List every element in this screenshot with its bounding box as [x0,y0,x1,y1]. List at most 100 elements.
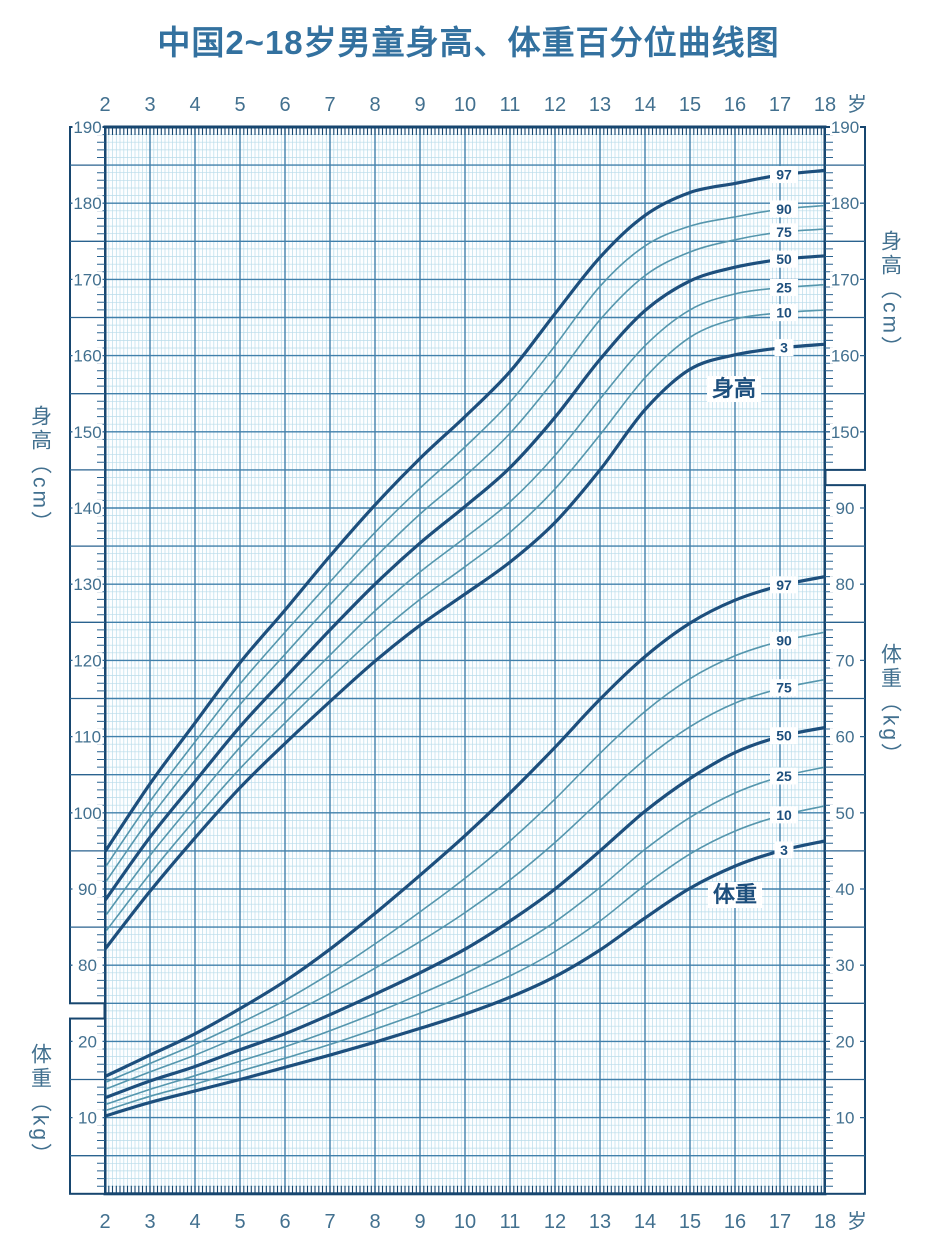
weight-p50-curve [103,725,827,1100]
height-p3-label-chip [774,339,794,357]
age-tick-bottom: 5 [234,1211,245,1233]
right-weight-ruler-ticks [825,492,833,1187]
age-tick-bottom: 9 [414,1211,425,1233]
left-height-ruler: 190 180 170 160 150 140 130 120 110 100 90 80 [69,118,106,1005]
weight-group-chip [708,882,762,908]
age-tick-bottom: 17 [769,1211,791,1233]
height-p90-label: 90 [776,201,792,217]
right-height-ruler-tick-label: 160 [831,347,859,366]
weight-p75-label-chip [770,679,798,697]
age-unit-top: 岁 [847,93,867,116]
age-tick-bottom: 12 [544,1211,566,1233]
right-height-ruler-tick-label: 150 [831,423,859,442]
left-height-ruler-label-chip [72,423,103,440]
right-height-ruler-label-chip [830,271,860,288]
right-weight-ruler-tick-label: 70 [836,651,855,670]
right-weight-ruler-tick-label: 10 [836,1109,855,1128]
weight-p50-label: 50 [776,728,792,744]
right-height-ruler-label-chip [830,347,860,364]
age-unit-bottom: 岁 [847,1210,867,1233]
weight-p3-label-chip [774,841,794,859]
age-tick-bottom: 8 [369,1211,380,1233]
height-p90-label-chip [770,200,798,218]
left-height-ruler-tick-label: 110 [74,728,101,747]
weight-p25-label-chip [770,767,798,785]
left-weight-ruler-tick-label: 20 [78,1032,97,1051]
grid-major [105,127,825,1194]
age-tick-top: 13 [589,94,611,116]
height-curves [103,168,827,951]
weight-group-label: 体重 [713,882,757,907]
right-weight-ruler-label-chip [830,804,860,821]
height-p3-curve [103,342,827,951]
bottom-age-axis: 2 3 4 5 6 7 8 9 10 11 12 13 14 15 16 17 18 岁 [99,1210,867,1233]
age-tick-bottom: 7 [324,1211,335,1233]
height-p97-label: 97 [776,167,792,183]
right-weight-ruler-label-chip [830,1109,860,1126]
left-height-ruler-label-chip [72,652,103,669]
age-tick-top: 7 [324,94,335,116]
age-tick-bottom: 15 [679,1211,701,1233]
weight-p75-curve [104,678,826,1091]
left-height-ruler-tick-label: 120 [73,651,101,670]
age-tick-top: 18 [814,94,836,116]
left-height-ruler-tick-label: 140 [73,499,101,518]
age-tick-top: 6 [279,94,290,116]
left-weight-ruler-label-chip [72,1033,103,1050]
percentile-curves [103,168,827,1118]
height-p10-curve [104,309,826,934]
right-weight-ruler-tick-label: 40 [836,880,855,899]
age-tick-bottom: 10 [454,1211,476,1233]
top-age-axis: 2 3 4 5 6 7 8 9 10 11 12 13 14 15 16 17 18 岁 [99,93,867,116]
height-group-chip [707,376,761,402]
right-weight-ruler-label-chip [830,500,860,516]
age-tick-top: 3 [144,94,155,116]
height-p25-label: 25 [776,279,792,295]
left-height-ruler-tick-label: 170 [73,270,101,289]
right-weight-ruler-label-chip [830,576,860,593]
right-height-axis-title: 身高（cm） [879,230,903,360]
weight-p90-curve [104,631,826,1084]
right-height-ruler-tick-label: 180 [831,194,859,213]
weight-p97-label: 97 [776,577,792,593]
left-height-ruler-label-chip [72,500,103,516]
left-height-axis-title: 身高（cm） [29,405,53,535]
age-tick-top: 17 [769,94,791,116]
height-p90-curve [104,204,826,869]
age-tick-bottom: 13 [589,1211,611,1233]
right-weight-ruler-tick-label: 90 [836,499,855,518]
height-p10-label-chip [770,304,798,322]
height-p50-curve [103,254,827,902]
age-tick-bottom: 4 [189,1211,200,1233]
age-tick-top: 8 [369,94,380,116]
left-height-ruler-label-chip [72,728,103,745]
age-tick-top: 11 [500,94,521,116]
age-tick-top: 16 [724,94,746,116]
age-tick-bottom: 6 [279,1211,290,1233]
left-height-ruler-tick-label: 130 [73,575,101,594]
right-height-ruler-label-chip [830,195,860,212]
left-height-ruler-label-chip [72,195,103,212]
age-tick-top: 4 [189,94,200,116]
age-tick-bottom: 14 [634,1211,656,1233]
weight-p90-label-chip [770,631,798,649]
height-p25-curve [104,283,826,918]
left-weight-axis-title: 体重（kg） [29,1043,53,1167]
weight-p25-curve [104,766,826,1106]
left-height-ruler-tick-label: 100 [73,804,101,823]
weight-p3-curve [103,839,827,1118]
height-p50-label-chip [770,250,798,268]
age-tick-top: 2 [99,94,110,116]
age-tick-bottom: 3 [144,1211,155,1233]
height-group-label: 身高 [712,376,756,401]
right-height-ruler-tick-label: 170 [831,270,859,289]
age-tick-bottom: 16 [724,1211,746,1233]
weight-p97-curve [103,575,827,1079]
left-height-ruler-label-chip [72,881,103,897]
weight-p75-label: 75 [776,680,792,696]
age-tick-top: 12 [544,94,566,116]
weight-p90-label: 90 [776,632,792,648]
